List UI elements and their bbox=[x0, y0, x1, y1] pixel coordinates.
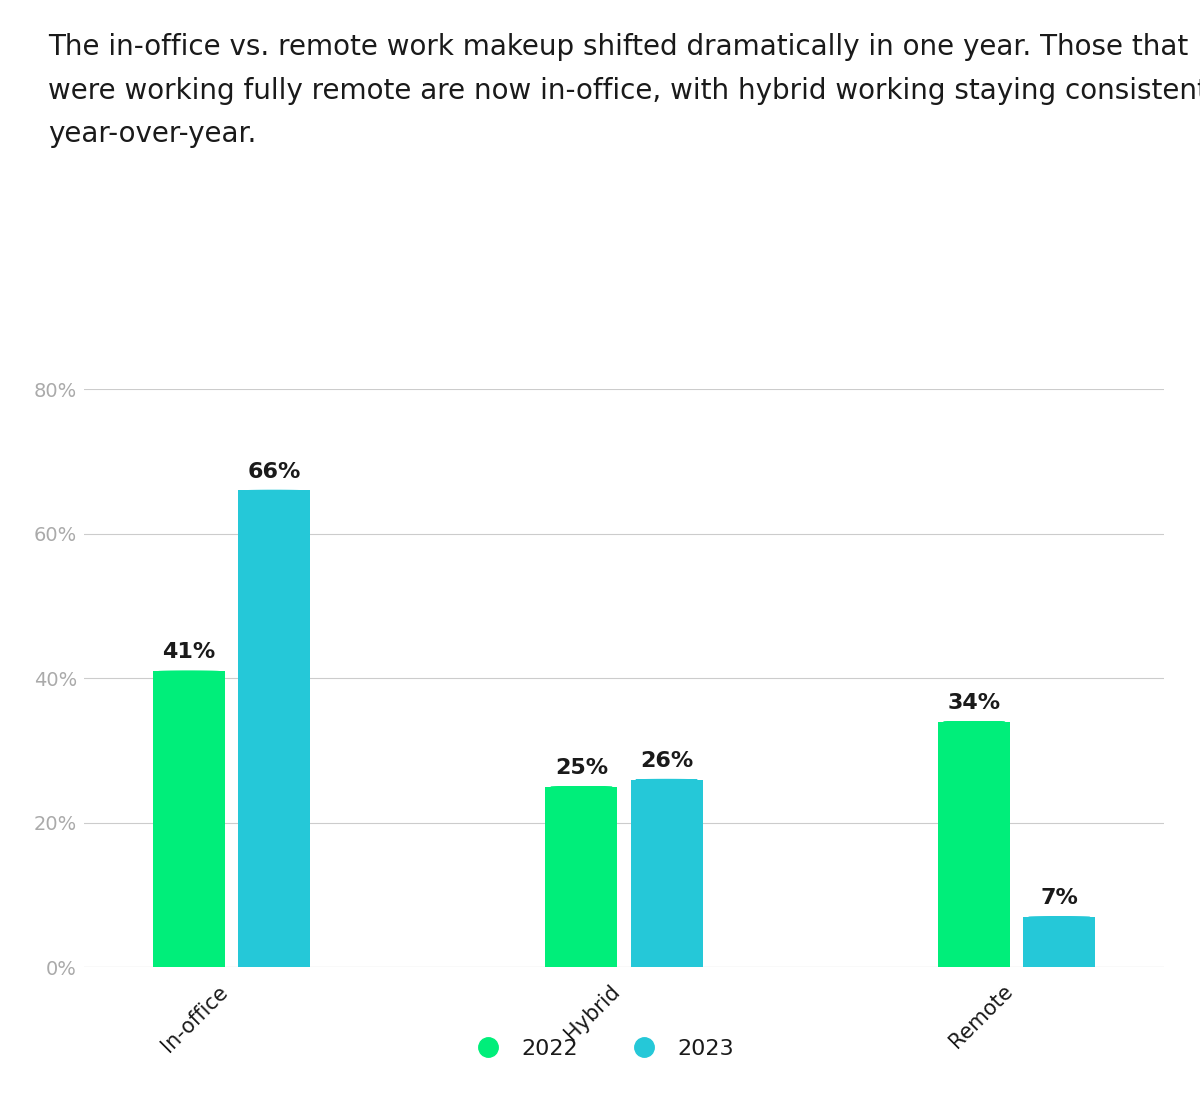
Text: 25%: 25% bbox=[554, 758, 608, 778]
Bar bbox=[546, 787, 618, 967]
Text: 7%: 7% bbox=[1040, 888, 1079, 909]
Text: 34%: 34% bbox=[948, 693, 1001, 713]
Text: 66%: 66% bbox=[247, 461, 300, 481]
Text: 41%: 41% bbox=[162, 643, 215, 663]
Bar bbox=[630, 781, 702, 967]
Legend: 2022, 2023: 2022, 2023 bbox=[457, 1030, 743, 1068]
Bar bbox=[238, 492, 310, 967]
Text: 26%: 26% bbox=[640, 751, 694, 771]
Bar bbox=[1024, 917, 1096, 967]
Bar bbox=[938, 723, 1010, 967]
Text: The in-office vs. remote work makeup shifted dramatically in one year. Those tha: The in-office vs. remote work makeup shi… bbox=[48, 33, 1200, 148]
Bar bbox=[152, 672, 224, 967]
